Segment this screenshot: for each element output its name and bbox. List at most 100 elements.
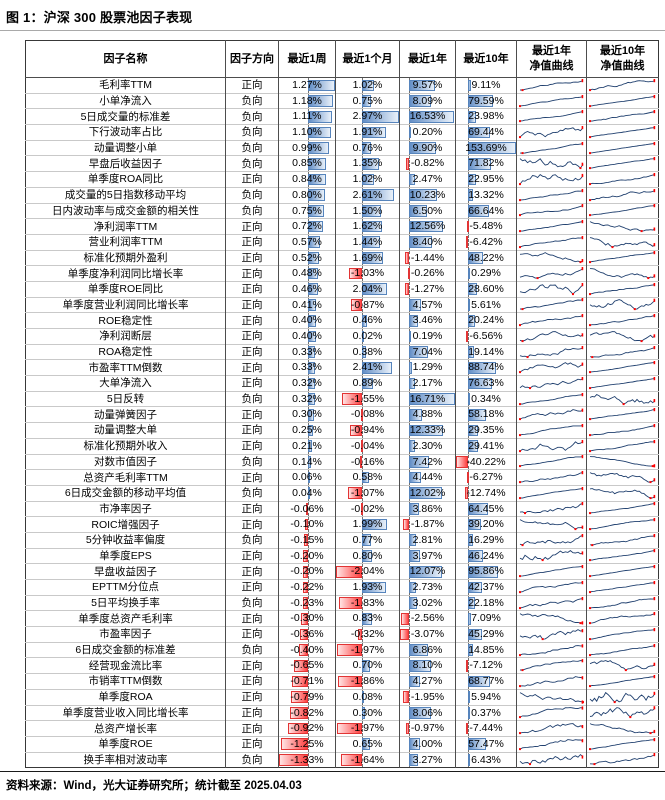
return-value: 1.69% <box>352 251 383 264</box>
return-value: 66.64% <box>468 204 504 217</box>
column-header-label: 因子名称 <box>103 52 148 65</box>
column-header-label: 最近1周 <box>287 52 327 65</box>
positive-databar <box>468 628 483 641</box>
factor-direction: 正向 <box>241 408 263 421</box>
return-cell-y1: 3.97% <box>399 547 456 564</box>
return-cell-y1: -1.44% <box>399 249 456 266</box>
databar-axis <box>307 643 309 658</box>
negative-databar <box>336 722 362 735</box>
return-value: 0.33% <box>292 345 322 358</box>
return-cell-w1: -0.23% <box>278 594 336 611</box>
return-cell-y10: 28.60% <box>455 280 517 298</box>
return-value: -0.20% <box>290 565 324 578</box>
sparkline-10y <box>586 202 659 219</box>
return-value: 0.46% <box>292 282 322 295</box>
factor-direction: 负向 <box>241 142 263 155</box>
return-cell-y10: 76.63% <box>455 375 517 392</box>
sparkline-1y <box>516 704 587 721</box>
return-value: 1.35% <box>352 157 383 170</box>
sparkline-10y <box>586 594 659 611</box>
return-cell-y1: 4.00% <box>399 735 456 753</box>
return-value: -0.40% <box>290 643 324 656</box>
table-row: 单季度ROA同比 正向 0.84% 1.02% 2.47% 22.95% <box>25 171 659 188</box>
sparkline-1y <box>516 249 587 266</box>
return-value: 0.75% <box>352 94 383 107</box>
return-value: 1.11% <box>292 110 322 123</box>
column-header-6: 最近1年 净值曲线 <box>516 40 587 78</box>
return-cell-y10: 22.18% <box>455 594 517 611</box>
negative-databar <box>336 565 362 578</box>
return-cell-w1: 0.57% <box>278 233 336 251</box>
return-cell-y10: -6.27% <box>455 469 517 486</box>
return-value: 3.86% <box>412 502 443 515</box>
negative-databar <box>305 518 308 531</box>
factor-name-cell: 6日成交金额的移动平均值 <box>25 484 226 502</box>
source-note: 资料来源：Wind，光大证券研究所；统计截至 2025.04.03 <box>6 780 302 792</box>
databar-axis <box>307 627 309 642</box>
factor-direction: 正向 <box>241 314 263 327</box>
return-cell-y10: 68.77% <box>455 673 517 690</box>
return-value: 79.59% <box>468 94 504 107</box>
sparkline-1y <box>516 422 587 439</box>
return-value: 3.27% <box>412 753 443 766</box>
return-value: 0.77% <box>352 533 383 546</box>
return-value: -0.65% <box>290 659 324 672</box>
return-value: -6.56% <box>469 330 503 342</box>
return-value: 4.27% <box>412 675 443 688</box>
return-value: 0.02% <box>352 330 383 342</box>
positive-databar <box>307 110 332 123</box>
table-row: 5分钟收益率偏度 负向 -0.15% 0.77% 2.81% 16.29% <box>25 531 659 549</box>
factor-direction-cell: 负向 <box>225 751 279 768</box>
factor-direction-cell: 正向 <box>225 547 279 564</box>
return-value: 12.02% <box>409 486 446 499</box>
factor-name: 5分钟收益率偏度 <box>85 534 166 547</box>
return-value: 16.53% <box>409 110 446 123</box>
return-cell-y10: -7.12% <box>455 657 517 674</box>
factor-name: 单季度总资产毛利率 <box>78 612 173 625</box>
positive-databar <box>307 205 324 217</box>
databar-axis <box>307 705 309 721</box>
factor-direction: 正向 <box>241 471 263 484</box>
factor-name-cell: 营业利润率TTM <box>25 233 226 251</box>
sparkline-1y <box>516 579 587 596</box>
return-value: 0.65% <box>352 737 383 750</box>
positive-databar <box>408 110 455 123</box>
return-cell-w1: -0.71% <box>278 673 336 690</box>
positive-databar <box>361 173 375 186</box>
negative-databar <box>338 675 362 688</box>
factor-name: EPTTM分位点 <box>91 581 160 594</box>
factor-name: 动量调整大单 <box>94 424 157 437</box>
positive-databar <box>408 456 430 468</box>
return-cell-m1: -0.32% <box>335 626 400 643</box>
factor-name: 小单净流入 <box>99 95 152 108</box>
table-row: 换手率相对波动率 负向 -1.33% -1.64% 3.27% 6.43% <box>25 751 659 768</box>
return-value: -12.74% <box>466 486 506 499</box>
return-value: -5.48% <box>469 220 503 233</box>
return-value: -0.36% <box>290 628 324 641</box>
column-header-3: 最近1个月 <box>335 40 400 78</box>
databar-axis <box>361 674 363 689</box>
factor-direction: 正向 <box>241 691 263 704</box>
negative-databar <box>299 628 308 641</box>
factor-name: 单季度营业利润同比增长率 <box>62 298 189 311</box>
return-cell-m1: -1.83% <box>335 594 400 611</box>
factor-direction: 正向 <box>241 251 263 264</box>
return-cell-y1: -1.95% <box>399 688 456 705</box>
return-cell-y1: 2.81% <box>399 531 456 549</box>
factor-direction-cell: 正向 <box>225 296 279 313</box>
return-value: 22.95% <box>468 173 504 186</box>
positive-databar <box>361 471 369 484</box>
factor-name: 大单净流入 <box>99 377 152 390</box>
return-value: -7.12% <box>469 659 503 672</box>
negative-databar <box>405 283 409 296</box>
return-cell-y1: 12.33% <box>399 422 456 439</box>
negative-databar <box>404 252 409 264</box>
factor-name: 对数市值因子 <box>94 455 157 468</box>
positive-databar <box>361 377 373 390</box>
return-cell-y10: 0.29% <box>455 265 517 282</box>
sparkline-1y <box>516 186 587 203</box>
factor-name: 5日平均换手率 <box>91 597 160 610</box>
table-row: 单季度ROE 正向 -1.25% 0.65% 4.00% 57.47% <box>25 735 659 753</box>
factor-name: 市净率因子 <box>99 502 152 515</box>
return-value: 1.44% <box>352 235 383 248</box>
